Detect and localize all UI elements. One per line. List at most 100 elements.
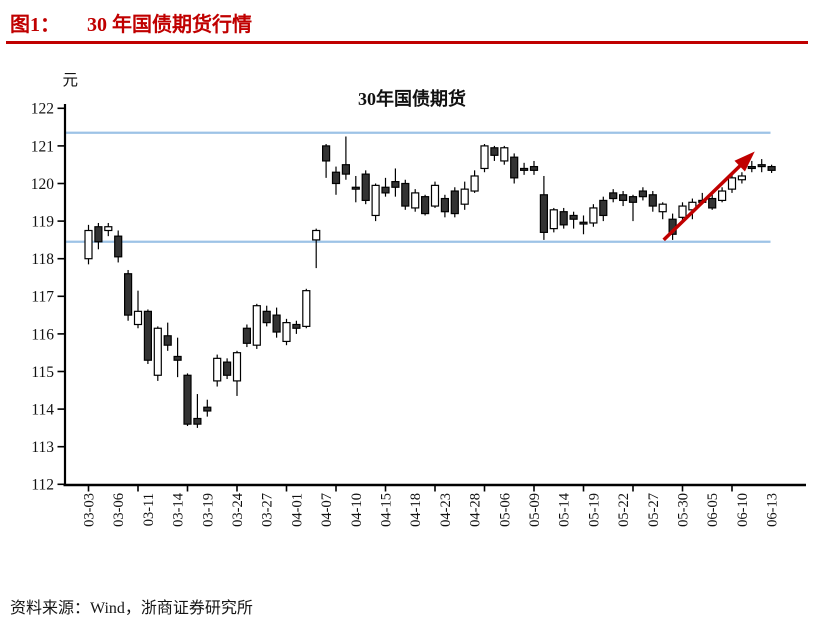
x-tick-label: 04-18 (408, 493, 424, 527)
x-tick-label: 05-22 (616, 493, 632, 527)
x-tick-label: 03-11 (141, 493, 157, 526)
candle (628, 194, 638, 222)
candle (361, 170, 370, 205)
candle (609, 189, 618, 203)
candle (123, 269, 133, 321)
candle (282, 318, 291, 346)
candle (737, 172, 747, 184)
axes (63, 104, 806, 487)
x-axis-labels: 03-03 03-06 03-11 03-14 03-19 03-24 03-27 04-01… (82, 485, 781, 527)
y-tick-label: 122 (31, 101, 54, 118)
y-tick-label: 112 (31, 477, 54, 494)
candle (242, 324, 251, 348)
candle (579, 215, 588, 235)
candle (292, 320, 301, 334)
chart-title: 30年国债期货 (358, 88, 466, 109)
candle (658, 202, 667, 220)
figure-label: 图1： (10, 14, 60, 36)
candle (460, 181, 469, 210)
y-tick-label: 121 (31, 138, 54, 155)
candle (371, 183, 380, 222)
y-tick-label: 120 (31, 176, 55, 193)
candle (717, 187, 727, 203)
candle (312, 228, 321, 269)
candle (599, 196, 608, 222)
x-tick-label: 04-28 (468, 493, 484, 527)
x-tick-label: 05-19 (586, 493, 602, 527)
candles (84, 136, 776, 428)
candle (767, 164, 776, 173)
candle (183, 373, 192, 427)
candle (262, 305, 271, 327)
candle (272, 307, 281, 338)
x-tick-label: 05-09 (527, 493, 543, 527)
x-tick-label: 03-14 (171, 492, 187, 527)
candle (529, 160, 539, 175)
candle (411, 189, 420, 212)
x-tick-label: 04-01 (289, 493, 305, 527)
x-tick-label: 03-06 (111, 493, 127, 527)
candle (341, 136, 350, 180)
candle (450, 187, 459, 218)
candle (430, 181, 440, 208)
x-tick-label: 04-07 (319, 493, 335, 527)
candle (252, 303, 261, 349)
candle (143, 309, 152, 364)
y-tick-label: 117 (31, 289, 54, 306)
x-tick-label: 03-24 (230, 492, 246, 527)
y-tick-label: 119 (31, 214, 54, 231)
candle (193, 394, 202, 428)
y-tick-label: 113 (31, 439, 54, 456)
candle (302, 288, 311, 329)
y-tick-label: 115 (31, 364, 54, 381)
candle (500, 145, 509, 165)
candle (153, 326, 162, 381)
x-tick-label: 06-13 (765, 493, 781, 527)
candle (104, 222, 113, 237)
x-tick-label: 06-10 (735, 493, 751, 527)
candle (173, 337, 182, 378)
candle (133, 290, 143, 329)
candle (213, 354, 222, 387)
candle (163, 322, 172, 351)
candle (401, 179, 410, 210)
candle (440, 194, 449, 218)
x-tick-label: 04-15 (379, 493, 395, 527)
header-divider (6, 41, 808, 44)
candle (559, 207, 568, 229)
y-axis-labels: 122 121 120 119 118 117 116 115 114 113 112 (31, 101, 65, 494)
candle (589, 204, 598, 227)
candle (638, 187, 648, 201)
candle (708, 194, 717, 210)
x-tick-label: 06-05 (705, 493, 721, 527)
candle (331, 166, 341, 195)
candle (232, 350, 242, 396)
y-tick-label: 118 (31, 251, 54, 268)
y-axis-unit: 元 (62, 72, 78, 89)
candle (421, 194, 430, 216)
x-tick-label: 03-19 (200, 493, 216, 527)
candle (757, 159, 766, 173)
candle (549, 207, 558, 233)
candle (480, 144, 489, 173)
candle (539, 175, 549, 240)
x-tick-label: 03-03 (82, 493, 98, 527)
x-tick-label: 05-27 (646, 493, 662, 527)
candle (519, 162, 529, 175)
candle (351, 175, 360, 203)
y-tick-label: 116 (31, 326, 54, 343)
candle (678, 202, 687, 222)
x-tick-label: 05-14 (557, 492, 573, 527)
candle (322, 144, 331, 178)
candle (490, 145, 499, 161)
candle (727, 174, 737, 193)
x-tick-label: 05-06 (497, 493, 513, 527)
x-tick-label: 04-10 (349, 493, 365, 527)
candle (510, 153, 519, 184)
candle (618, 191, 628, 207)
trend-arrow (662, 151, 755, 242)
x-tick-label: 03-27 (260, 493, 276, 527)
candle (569, 211, 578, 229)
